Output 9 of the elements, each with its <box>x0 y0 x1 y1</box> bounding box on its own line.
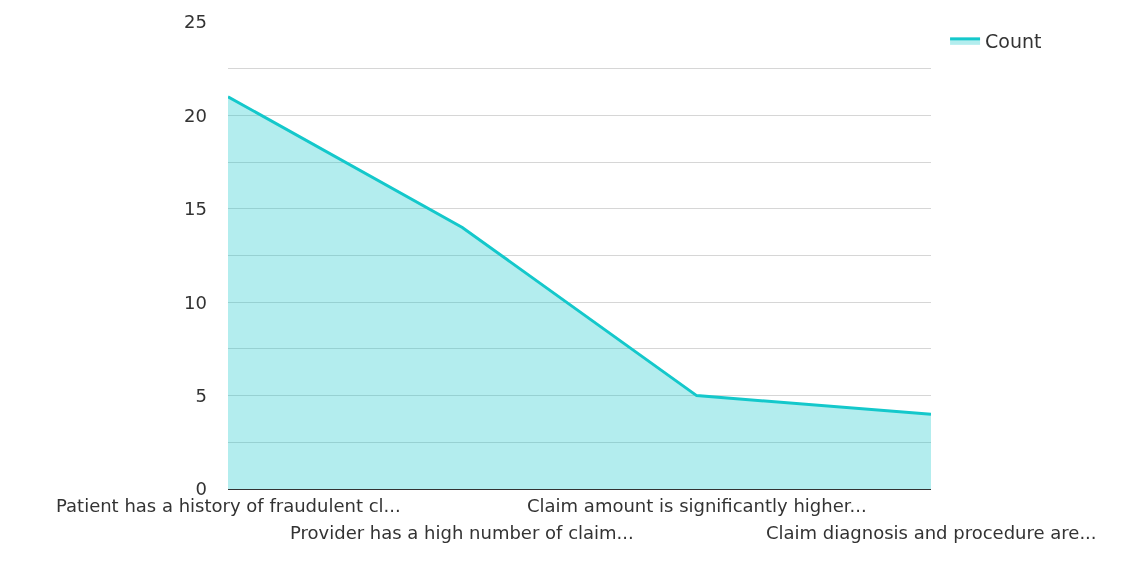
x-tick-label: Provider has a high number of claim... <box>290 522 634 543</box>
y-tick-label: 20 <box>184 104 207 126</box>
y-tick-label: 25 <box>184 11 207 33</box>
y-tick-label: 15 <box>184 198 207 220</box>
y-tick-label: 10 <box>184 291 207 313</box>
x-tick-label: Claim diagnosis and procedure are... <box>766 522 1097 543</box>
y-tick-label: 5 <box>195 384 207 406</box>
legend-label: Count <box>985 30 1042 53</box>
x-tick-label: Claim amount is significantly higher... <box>527 495 867 516</box>
